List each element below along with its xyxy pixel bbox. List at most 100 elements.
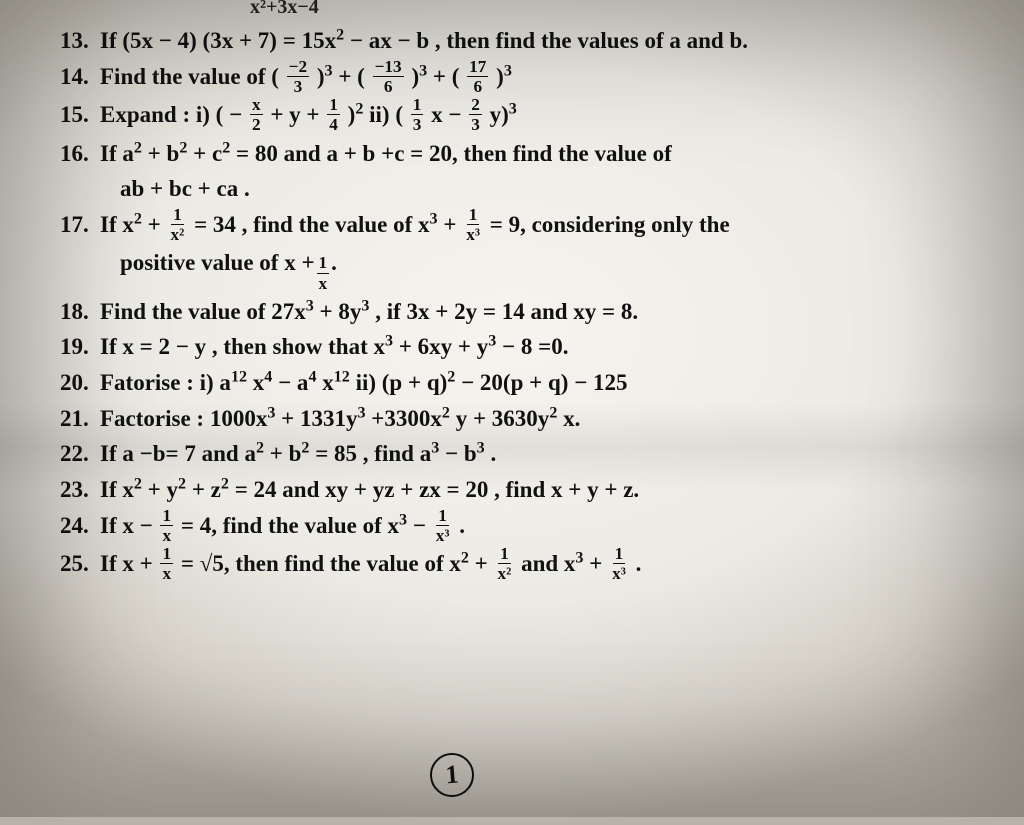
t: + 1331y — [281, 406, 357, 431]
q22-number: 22. — [60, 436, 100, 472]
t: If x = 2 − y , then show that x — [100, 334, 385, 359]
frac-1-x2: 1x² — [169, 206, 187, 244]
t: If x — [100, 477, 134, 502]
t: ii) (p + q) — [356, 370, 448, 395]
frac-1-x: 1x — [160, 507, 173, 545]
t: 1 — [317, 254, 330, 273]
b: 6 — [382, 77, 395, 95]
t: x − — [431, 102, 467, 127]
q13-text: If (5x − 4) (3x + 7) = 15x2 − ax − b , t… — [100, 23, 748, 59]
t: = 85 , find a — [315, 441, 431, 466]
frac-neg13-6: −136 — [373, 58, 404, 96]
t: If x — [100, 212, 134, 237]
frac-1-x3: 1x³ — [434, 507, 452, 545]
t: 1 — [160, 507, 173, 526]
frac-1-x2: 1x² — [496, 545, 514, 583]
q17-text: If x2 + 1x² = 34 , find the value of x3 … — [100, 207, 730, 245]
t: + z — [192, 477, 221, 502]
q22-text: If a −b= 7 and a2 + b2 = 85 , find a3 − … — [100, 436, 496, 472]
t: + — [148, 212, 167, 237]
q19-number: 19. — [60, 329, 100, 365]
t: , if 3x + 2y = 14 and xy = 8. — [375, 299, 638, 324]
b: x² — [169, 225, 187, 243]
t: ) — [411, 64, 419, 89]
b: x — [160, 526, 173, 544]
question-13: 13. If (5x − 4) (3x + 7) = 15x2 − ax − b… — [60, 23, 994, 59]
s: 4 — [264, 368, 272, 385]
frac-1-x3: 1x³ — [610, 545, 628, 583]
frac-1-x: 1x — [160, 545, 173, 583]
t: . — [459, 513, 465, 538]
q19-text: If x = 2 − y , then show that x3 + 6xy +… — [100, 329, 569, 365]
s: 2 — [549, 404, 557, 421]
q24-number: 24. — [60, 508, 100, 544]
s: 2 — [222, 139, 230, 156]
partial-expression-top: x²+3x−4 — [60, 0, 994, 23]
question-20: 20. Fatorise : i) a12 x4 − a4 x12 ii) (p… — [60, 365, 994, 401]
b: x³ — [610, 564, 628, 582]
s: 12 — [231, 368, 247, 385]
t: . — [331, 245, 337, 281]
t: = 24 and xy + yz + zx = 20 , find x + y … — [235, 477, 639, 502]
t: 2 — [469, 96, 482, 115]
s: 3 — [419, 62, 427, 79]
t: + b — [148, 141, 180, 166]
t: x — [250, 96, 263, 115]
s: 3 — [430, 210, 438, 227]
s: 2 — [134, 475, 142, 492]
t: 1 — [160, 545, 173, 564]
question-16: 16. If a2 + b2 + c2 = 80 and a + b +c = … — [60, 136, 994, 172]
s: 2 — [178, 475, 186, 492]
question-14: 14. Find the value of ( −23 )3 + ( −136 … — [60, 59, 994, 97]
s: 3 — [325, 62, 333, 79]
circle-icon: 1 — [429, 752, 476, 799]
t: . — [636, 551, 642, 576]
t: + y — [148, 477, 178, 502]
q20-number: 20. — [60, 365, 100, 401]
t: 1 — [171, 206, 184, 225]
frac-1-x3: 1x³ — [464, 206, 482, 244]
t: = 9, considering only the — [490, 212, 730, 237]
t: = √5, then find the value of x — [181, 551, 461, 576]
t: ) — [317, 64, 325, 89]
s: 3 — [477, 440, 485, 457]
t: + ( — [433, 64, 460, 89]
q13-a: If (5x − 4) (3x + 7) = 15x — [100, 28, 336, 53]
t: and x — [521, 551, 575, 576]
t: = 80 and a + b +c = 20, then find the va… — [236, 141, 672, 166]
question-21: 21. Factorise : 1000x3 + 1331y3 +3300x2 … — [60, 401, 994, 437]
page-number: 1 — [444, 754, 460, 795]
t: + — [589, 551, 608, 576]
t: If x − — [100, 513, 158, 538]
s: 3 — [358, 404, 366, 421]
q21-text: Factorise : 1000x3 + 1331y3 +3300x2 y + … — [100, 401, 580, 437]
frac-2-3: 23 — [469, 96, 482, 134]
t: + — [443, 212, 462, 237]
b: 6 — [471, 77, 484, 95]
question-22: 22. If a −b= 7 and a2 + b2 = 85 , find a… — [60, 436, 994, 472]
frac-1-3: 13 — [411, 96, 424, 134]
q13-sup: 2 — [336, 26, 344, 43]
s: 2 — [134, 210, 142, 227]
t: x — [322, 370, 334, 395]
t: 1 — [411, 96, 424, 115]
t: If a −b= 7 and a — [100, 441, 256, 466]
s: 4 — [308, 368, 316, 385]
question-18: 18. Find the value of 27x3 + 8y3 , if 3x… — [60, 294, 994, 330]
t: Factorise : 1000x — [100, 406, 267, 431]
s: 12 — [334, 368, 350, 385]
b: x — [160, 564, 173, 582]
t: ) — [496, 64, 504, 89]
b: x — [317, 274, 330, 292]
t: − 20(p + q) − 125 — [461, 370, 627, 395]
q16-text: If a2 + b2 + c2 = 80 and a + b +c = 20, … — [100, 136, 672, 172]
question-25: 25. If x + 1x = √5, then find the value … — [60, 546, 994, 584]
t: + 6xy + y — [399, 334, 488, 359]
q21-number: 21. — [60, 401, 100, 437]
q15-text: Expand : i) ( − x2 + y + 14 )2 ii) ( 13 … — [100, 97, 517, 135]
s: 2 — [442, 404, 450, 421]
t: Find the value of ( — [100, 64, 279, 89]
t: Find the value of 27x — [100, 299, 306, 324]
q14-text: Find the value of ( −23 )3 + ( −136 )3 +… — [100, 59, 512, 97]
t: −13 — [373, 58, 404, 77]
